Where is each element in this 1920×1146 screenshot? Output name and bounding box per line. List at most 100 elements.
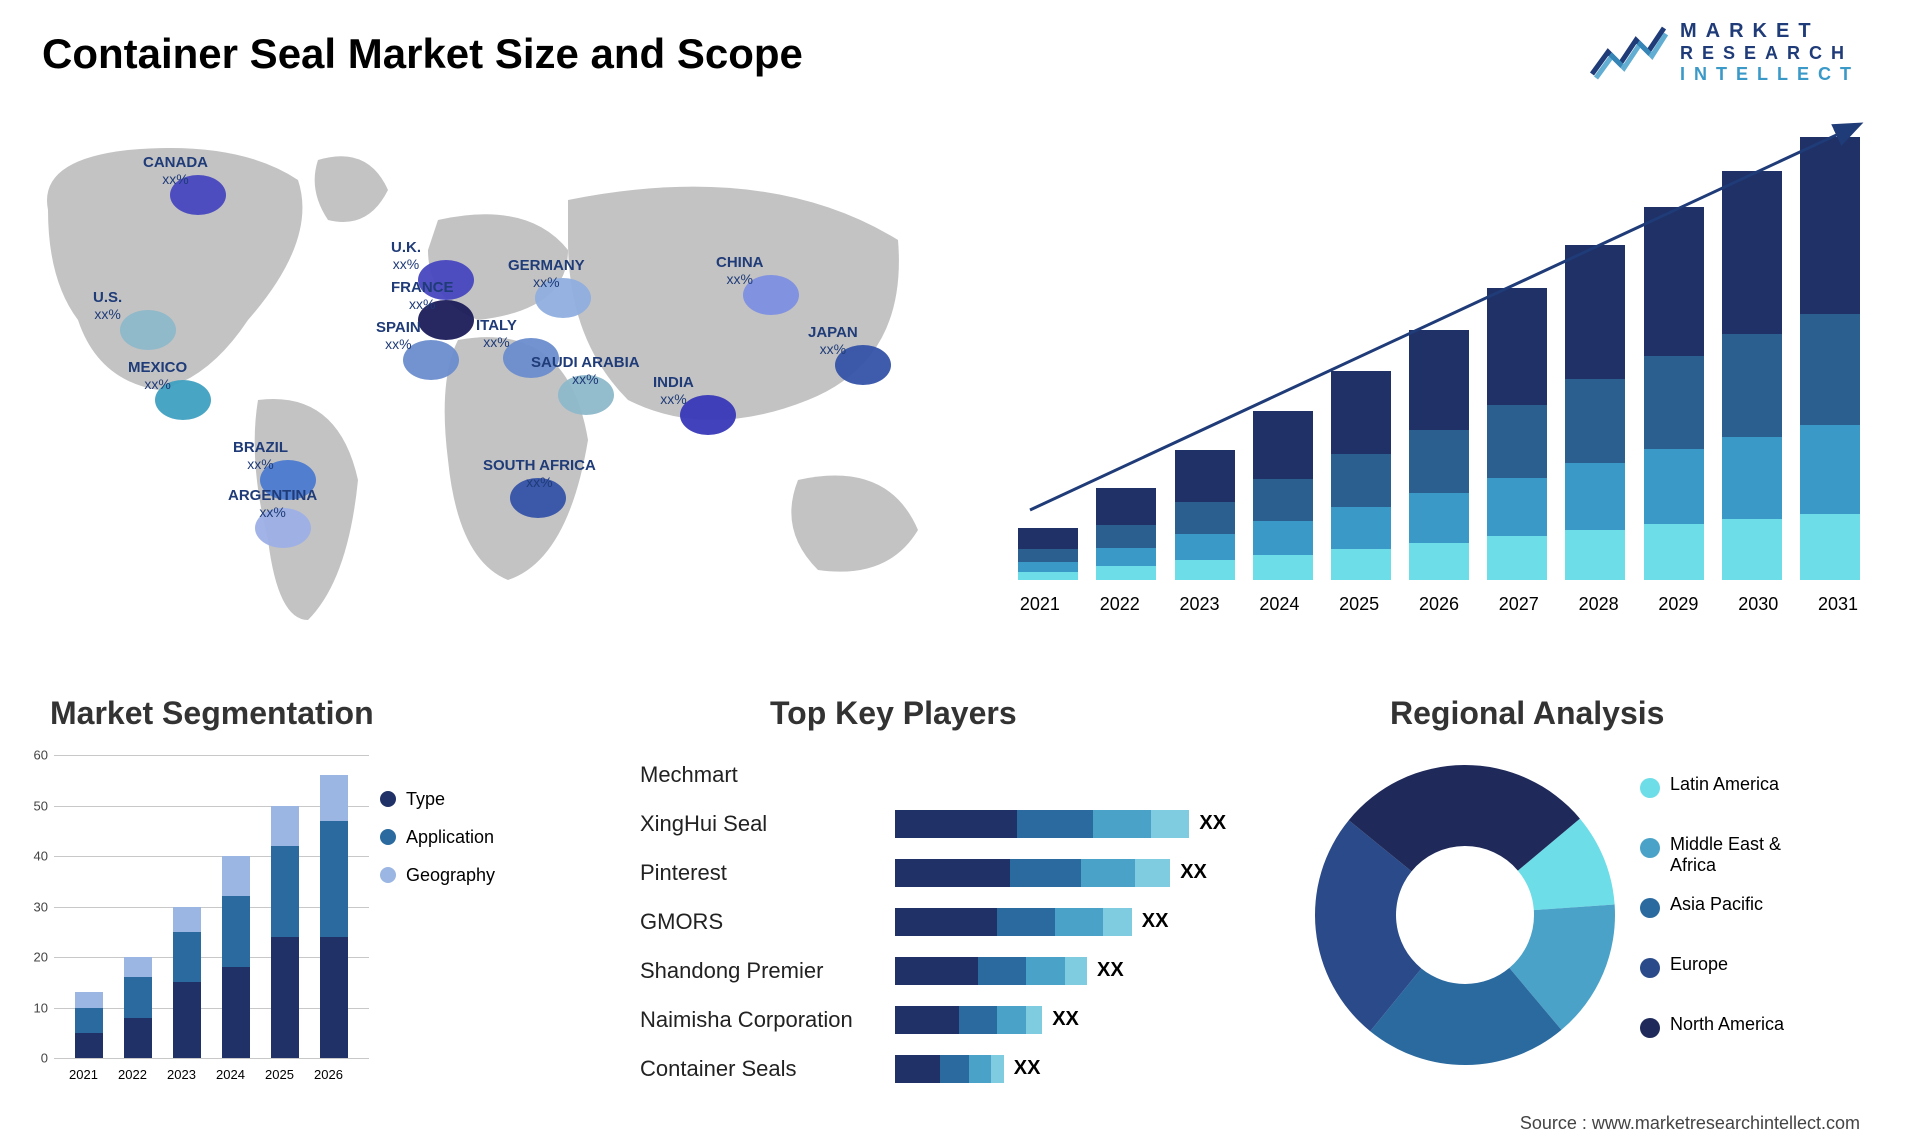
trend-arrow-icon (1000, 110, 1878, 590)
legend-dot-icon (380, 791, 396, 807)
segmentation-gridline (54, 1058, 369, 1059)
forecast-xaxis-label: 2028 (1579, 594, 1619, 615)
tkp-value-label: XX (1199, 812, 1226, 838)
segmentation-xaxis-label: 2024 (216, 1067, 245, 1082)
regional-legend-item: Latin America (1640, 770, 1830, 830)
segmentation-xaxis-label: 2025 (265, 1067, 294, 1082)
segmentation-legend: TypeApplicationGeography (380, 780, 495, 894)
tkp-bar-segment (1026, 957, 1064, 985)
tkp-bar-segment (1103, 908, 1132, 936)
regional-legend-item: Asia Pacific (1640, 890, 1830, 950)
tkp-bar-segment (940, 1055, 969, 1083)
tkp-row: Naimisha CorporationXX (640, 995, 1280, 1044)
tkp-bar-segment (959, 1006, 997, 1034)
tkp-company-name: Mechmart (640, 762, 895, 788)
tkp-bar-segment (997, 1006, 1026, 1034)
tkp-value-label: XX (1180, 861, 1207, 887)
map-country-label: SPAINxx% (376, 320, 421, 352)
map-country-label: ITALYxx% (476, 318, 517, 350)
page-title: Container Seal Market Size and Scope (42, 30, 803, 78)
segmentation-bar-segment (173, 907, 201, 932)
segmentation-bar-segment (320, 937, 348, 1058)
forecast-xaxis-label: 2021 (1020, 594, 1060, 615)
tkp-company-name: Naimisha Corporation (640, 1007, 895, 1033)
tkp-row: GMORSXX (640, 897, 1280, 946)
tkp-bar (895, 761, 1280, 789)
regional-legend-item: Europe (1640, 950, 1830, 1010)
segmentation-bar-segment (173, 932, 201, 983)
logo-line3: INTELLECT (1680, 64, 1860, 85)
tkp-bar: XX (895, 908, 1280, 936)
legend-dot-icon (380, 867, 396, 883)
segmentation-bar-segment (124, 977, 152, 1017)
segmentation-ytick: 20 (14, 950, 48, 965)
top-key-players-chart: MechmartXingHui SealXXPinterestXXGMORSXX… (640, 750, 1280, 1093)
segmentation-bar-segment (222, 967, 250, 1058)
legend-label: Application (406, 827, 494, 848)
legend-dot-icon (1640, 898, 1660, 918)
tkp-bar-segment (969, 1055, 991, 1083)
tkp-bar-segment (1081, 859, 1135, 887)
regional-legend-item: North America (1640, 1010, 1830, 1070)
tkp-bar-segment (1065, 957, 1087, 985)
forecast-xaxis-label: 2030 (1738, 594, 1778, 615)
tkp-value-label: XX (1014, 1057, 1041, 1083)
segmentation-bar-segment (222, 856, 250, 896)
tkp-bar-segment (895, 859, 1010, 887)
legend-label: Europe (1670, 954, 1728, 975)
top-key-players-title: Top Key Players (770, 695, 1017, 732)
map-country-label: GERMANYxx% (508, 258, 585, 290)
forecast-xaxis-label: 2027 (1499, 594, 1539, 615)
legend-label: North America (1670, 1014, 1784, 1035)
logo-mark-icon (1588, 22, 1668, 82)
tkp-bar-segment (895, 957, 978, 985)
segmentation-xaxis-label: 2023 (167, 1067, 196, 1082)
tkp-company-name: XingHui Seal (640, 811, 895, 837)
legend-dot-icon (1640, 958, 1660, 978)
tkp-company-name: Pinterest (640, 860, 895, 886)
source-label: Source : (1520, 1113, 1592, 1133)
forecast-xaxis-label: 2024 (1259, 594, 1299, 615)
forecast-xaxis-label: 2023 (1180, 594, 1220, 615)
segmentation-legend-item: Geography (380, 856, 495, 894)
tkp-bar-segment (1135, 859, 1170, 887)
segmentation-ytick: 40 (14, 849, 48, 864)
segmentation-bar-segment (75, 992, 103, 1007)
segmentation-bar-segment (173, 982, 201, 1058)
segmentation-ytick: 30 (14, 899, 48, 914)
logo-line2: RESEARCH (1680, 43, 1860, 64)
tkp-value-label: XX (1097, 959, 1124, 985)
map-country-label: MEXICOxx% (128, 360, 187, 392)
segmentation-bar-segment (320, 821, 348, 937)
segmentation-ytick: 60 (14, 748, 48, 763)
segmentation-bar-segment (75, 1008, 103, 1033)
tkp-bar-segment (997, 908, 1055, 936)
segmentation-bar-segment (124, 1018, 152, 1058)
segmentation-ytick: 50 (14, 798, 48, 813)
tkp-value-label: XX (1142, 910, 1169, 936)
tkp-row: XingHui Seal XX (640, 799, 1280, 848)
legend-label: Geography (406, 865, 495, 886)
map-country-label: SOUTH AFRICAxx% (483, 458, 596, 490)
segmentation-bar-chart: 0102030405060202120222023202420252026 (14, 745, 369, 1090)
tkp-row: Container SealsXX (640, 1044, 1280, 1093)
legend-dot-icon (1640, 838, 1660, 858)
segmentation-legend-item: Application (380, 818, 495, 856)
legend-dot-icon (1640, 1018, 1660, 1038)
tkp-bar-segment (1151, 810, 1189, 838)
map-country-label: ARGENTINAxx% (228, 488, 317, 520)
map-country-label: BRAZILxx% (233, 440, 288, 472)
tkp-bar: XX (895, 859, 1280, 887)
segmentation-bar-segment (124, 957, 152, 977)
map-country-label: CANADAxx% (143, 155, 208, 187)
world-map-region: CANADAxx%U.S.xx%MEXICOxx%BRAZILxx%ARGENT… (8, 140, 968, 630)
forecast-xaxis-label: 2025 (1339, 594, 1379, 615)
brand-logo: MARKET RESEARCH INTELLECT (1588, 20, 1860, 84)
segmentation-xaxis-label: 2021 (69, 1067, 98, 1082)
segmentation-bar-segment (320, 775, 348, 820)
legend-label: Asia Pacific (1670, 894, 1763, 915)
map-country-label: FRANCExx% (391, 280, 454, 312)
tkp-row: Shandong PremierXX (640, 946, 1280, 995)
map-country-label: INDIAxx% (653, 375, 694, 407)
legend-label: Latin America (1670, 774, 1779, 795)
